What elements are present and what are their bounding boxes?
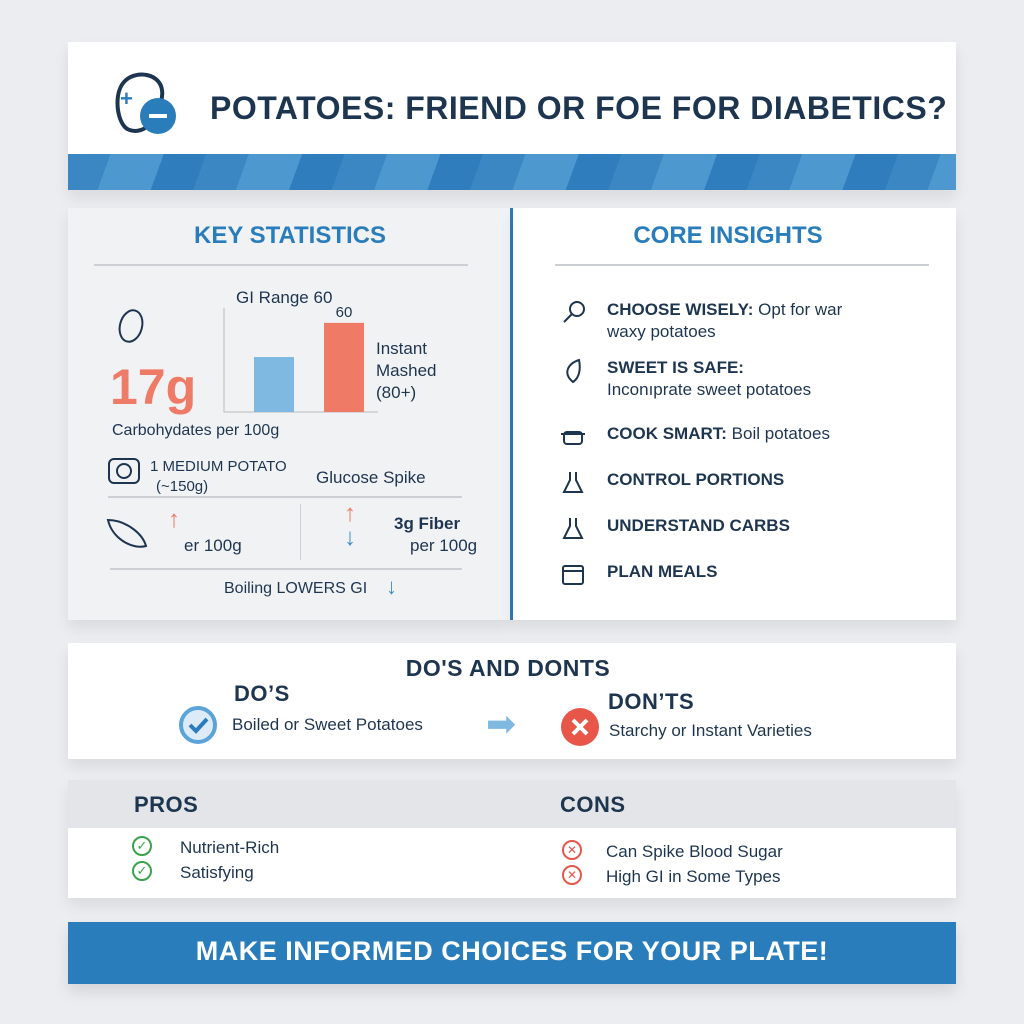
footer-text: MAKE INFORMED CHOICES FOR YOUR PLATE! <box>195 936 829 966</box>
sweet-potato-icon <box>106 518 148 548</box>
bar-label: 60 <box>336 304 353 321</box>
leaf-icon <box>566 358 581 384</box>
dos-donts-panel: DO'S AND DONTS DO’S Boiled or Sweet Pota… <box>68 643 956 759</box>
check-icon: ✓ <box>132 836 152 856</box>
con-text: High GI in Some Types <box>606 867 781 886</box>
insight-line2: Inconıprate sweet potatoes <box>607 380 812 399</box>
potato-diabetes-icon: + <box>115 72 176 134</box>
header-card: + POTATOES: FRIEND OR FOE FOR DIABETICS? <box>68 42 956 190</box>
donts-text: Starchy or Instant Varieties <box>609 721 812 740</box>
cons-title: CONS <box>560 792 626 817</box>
boiling-note: Boiling LOWERS GI <box>224 580 368 597</box>
fiber-value: 3g Fiber <box>394 514 461 533</box>
potato-icon <box>118 309 144 343</box>
carbs-label: Carbohydates per 100g <box>112 422 280 439</box>
gi-bar-chart: 60 <box>223 304 378 413</box>
carbs-value: 17g <box>110 359 197 415</box>
flask-icon <box>562 518 584 539</box>
dos-donts-heading: DO'S AND DONTS <box>405 655 611 681</box>
up-arrow-icon: ↑ <box>168 506 180 533</box>
core-insights-panel: CORE INSIGHTS CHOOSE WISELY: Opt for war… <box>513 208 956 620</box>
insight-title: SWEET IS SAFE: <box>607 358 744 377</box>
medium-potato: 1 MEDIUM POTATO <box>150 458 287 475</box>
calendar-icon <box>562 565 584 585</box>
insight-title: CHOOSE WISELY: <box>607 300 754 319</box>
check-circle-icon <box>179 706 217 744</box>
down-arrow-icon: ↓ <box>386 574 397 599</box>
donts-title: DON’TS <box>608 689 695 714</box>
pro-text: Satisfying <box>180 863 254 882</box>
pros-cons-panel: PROS CONS ✓ Nutrient-Rich ✓ Satisfying ✕ Can … <box>68 780 956 898</box>
flask-icon <box>562 472 584 493</box>
magnifier-icon <box>563 301 585 323</box>
dos-title: DO’S <box>234 681 290 706</box>
medium-weight: (~150g) <box>156 478 209 495</box>
x-circle-icon <box>561 708 599 746</box>
pro-text: Nutrient-Rich <box>180 838 280 857</box>
insight-text: Opt for war <box>753 300 843 319</box>
x-icon: ✕ <box>562 865 582 885</box>
check-icon: ✓ <box>132 861 152 881</box>
x-icon: ✕ <box>562 840 582 860</box>
bar-0 <box>254 357 294 412</box>
insight-title: PLAN MEALS <box>607 562 718 581</box>
insight-line2: waxy potatoes <box>607 322 716 341</box>
insight-text: Boil potatoes <box>726 424 830 443</box>
scale-icon <box>108 458 140 484</box>
svg-text:+: + <box>120 86 133 111</box>
pros-title: PROS <box>134 792 199 817</box>
con-text: Can Spike Blood Sugar <box>606 842 783 861</box>
glucose-spike: Glucose Spike <box>316 468 426 487</box>
core-insights-heading: CORE INSIGHTS <box>633 222 823 249</box>
pot-icon <box>561 431 585 445</box>
bar-side-label: Instant Mashed (80+) <box>376 339 437 402</box>
fiber-per: per 100g <box>410 536 478 555</box>
chart-title: GI Range 60 <box>236 288 333 307</box>
header-stripe <box>68 154 956 190</box>
dos-text: Boiled or Sweet Potatoes <box>232 715 423 734</box>
insight-title: UNDERSTAND CARBS <box>607 516 790 535</box>
key-statistics-heading: KEY STATISTICS <box>193 222 387 249</box>
key-statistics-panel: KEY STATISTICS GI Range 60 60 Instant Mas… <box>68 208 512 620</box>
insight-title: CONTROL PORTIONS <box>607 470 785 489</box>
insight-title: COOK SMART: <box>607 424 727 443</box>
bar-1 <box>324 322 364 412</box>
up-down-arrows-icon: ↑ ↓ <box>344 500 356 551</box>
per-100g: er 100g <box>184 536 242 555</box>
right-arrow-icon: ➡ <box>486 703 517 744</box>
page-title: POTATOES: FRIEND OR FOE FOR DIABETICS? <box>210 90 948 126</box>
footer-banner: MAKE INFORMED CHOICES FOR YOUR PLATE! <box>68 922 956 984</box>
